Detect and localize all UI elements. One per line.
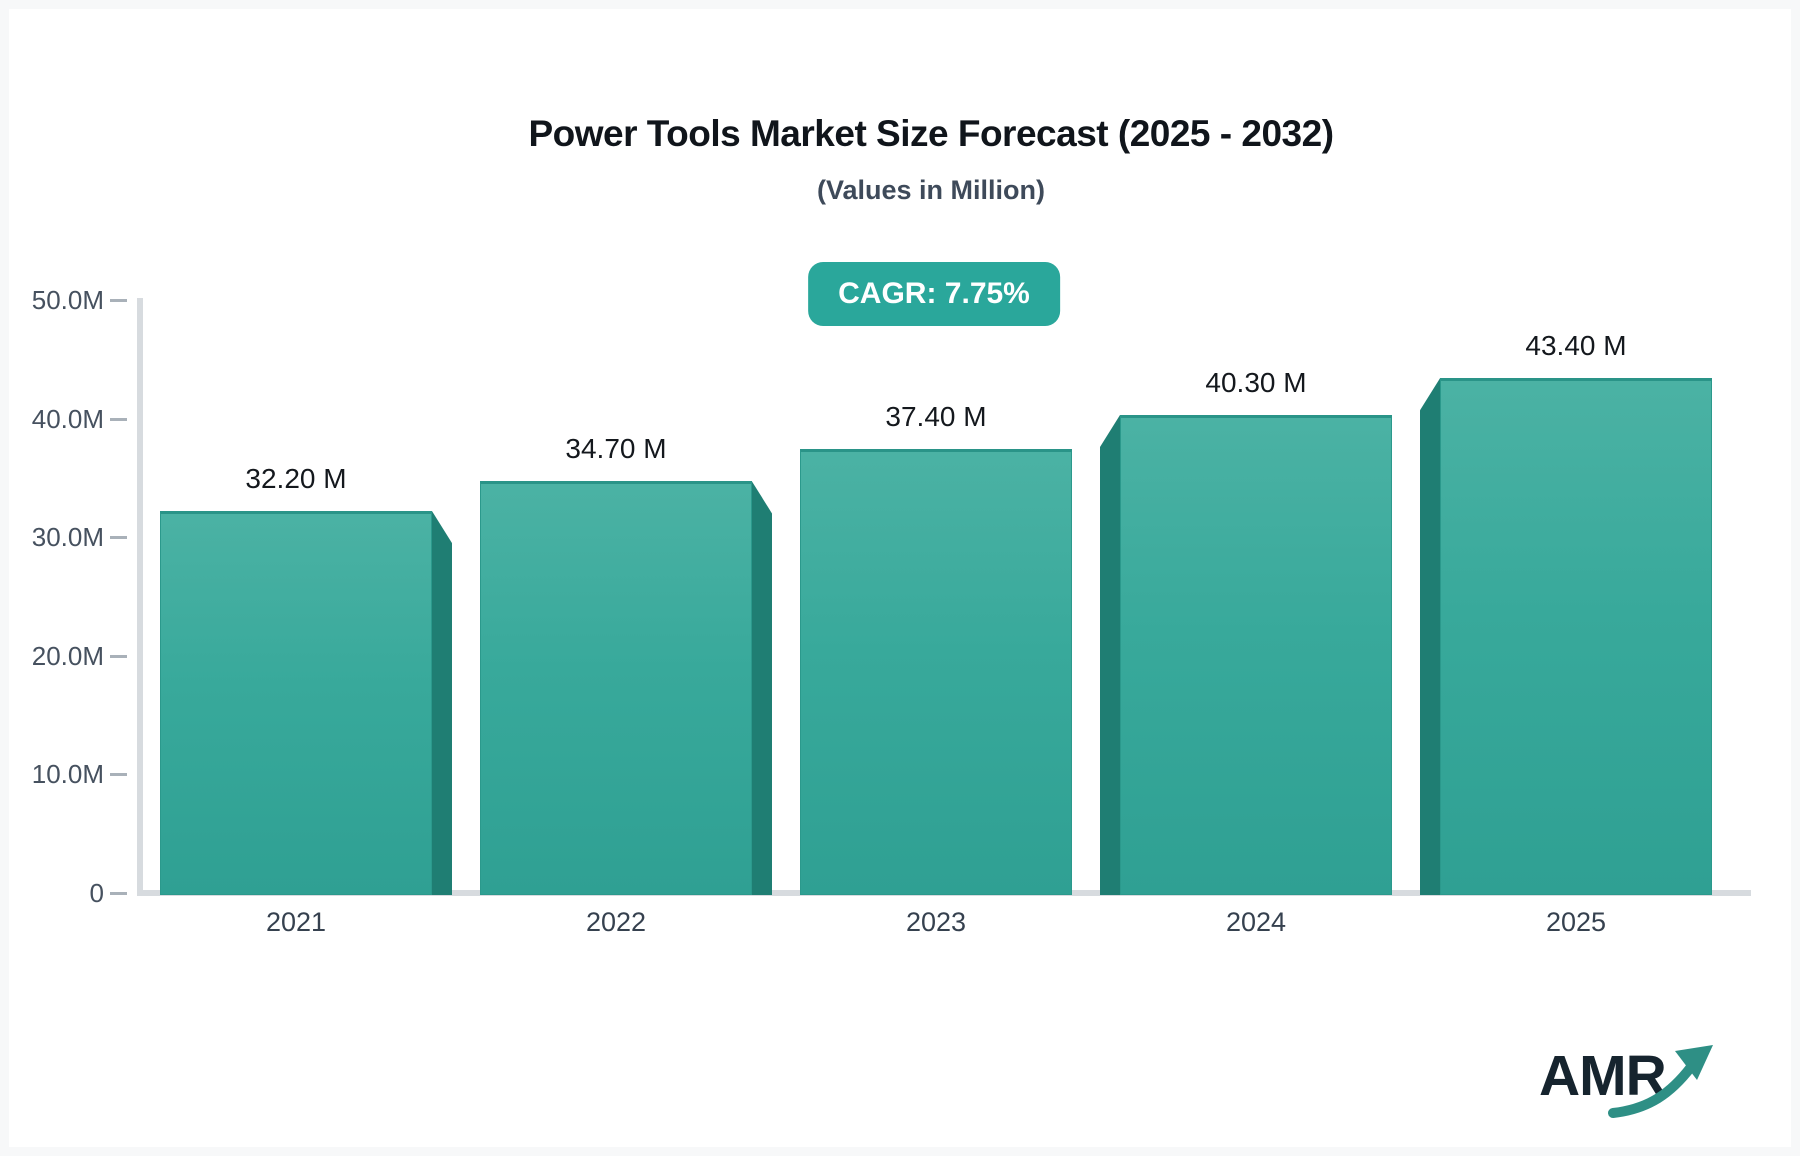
x-label-2024: 2024 bbox=[1225, 907, 1287, 937]
y-axis-line bbox=[137, 298, 143, 895]
amr-logo: AMR bbox=[1539, 1044, 1713, 1118]
y-tick-label-0: 0 bbox=[89, 878, 104, 908]
y-tick-mark-30.0M bbox=[110, 536, 127, 540]
amr-logo-arrow-swoosh bbox=[1608, 1062, 1696, 1118]
y-tick-label-10.0M: 10.0M bbox=[31, 759, 104, 790]
bar-value-2024: 40.30 M bbox=[1205, 367, 1307, 399]
y-tick-label-20.0M: 20.0M bbox=[31, 640, 104, 671]
y-tick-mark-50.0M bbox=[110, 299, 127, 302]
chart-subtitle: (Values in Million) bbox=[816, 175, 1046, 205]
bar-value-2021: 32.20 M bbox=[245, 463, 347, 495]
x-label-2021: 2021 bbox=[265, 907, 327, 937]
y-tick-label-50.0M: 50.0M bbox=[31, 285, 104, 315]
bar-value-2025: 43.40 M bbox=[1525, 330, 1627, 362]
cagr-badge: CAGR: 7.75% bbox=[808, 262, 1060, 326]
bar-2024 bbox=[1120, 415, 1392, 895]
x-label-2025: 2025 bbox=[1545, 907, 1607, 937]
y-tick-mark-10.0M bbox=[110, 773, 127, 777]
y-tick-mark-0 bbox=[110, 892, 127, 895]
y-tick-mark-20.0M bbox=[110, 654, 127, 658]
amr-logo-arrow-head bbox=[1675, 1045, 1713, 1080]
bar-2022-side-right bbox=[752, 481, 772, 895]
bar-2023 bbox=[800, 449, 1072, 895]
bar-2021 bbox=[160, 511, 432, 895]
bar-2021-side-right bbox=[432, 511, 452, 895]
bar-value-2023: 37.40 M bbox=[885, 401, 987, 433]
x-label-2023: 2023 bbox=[905, 907, 967, 937]
bar-2025 bbox=[1440, 378, 1712, 895]
amr-logo-text: AMR bbox=[1539, 1044, 1666, 1108]
chart-title: Power Tools Market Size Forecast (2025 -… bbox=[528, 113, 1334, 154]
y-tick-label-30.0M: 30.0M bbox=[31, 522, 104, 553]
bar-value-2022: 34.70 M bbox=[565, 433, 667, 465]
y-tick-mark-40.0M bbox=[110, 417, 127, 421]
bar-2022 bbox=[480, 481, 752, 895]
bar-2024-side-left bbox=[1100, 415, 1120, 895]
x-label-2022: 2022 bbox=[585, 907, 647, 937]
bar-2025-side-left bbox=[1420, 378, 1440, 895]
y-tick-label-40.0M: 40.0M bbox=[31, 403, 104, 434]
